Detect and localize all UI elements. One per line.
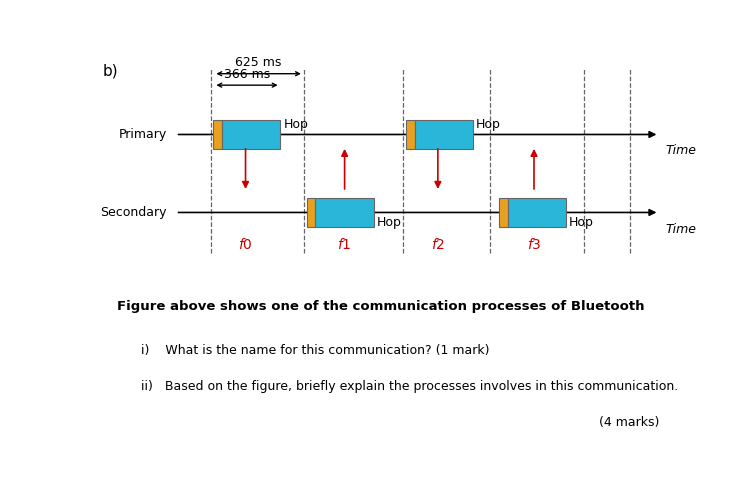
Bar <box>508 197 566 227</box>
Text: (4 marks): (4 marks) <box>599 416 660 429</box>
Text: 625 ms: 625 ms <box>235 56 282 69</box>
Bar <box>315 197 374 227</box>
Text: Time: Time <box>665 144 696 157</box>
Text: Hop: Hop <box>569 216 594 229</box>
Text: Time: Time <box>665 223 696 236</box>
Bar <box>406 120 414 149</box>
Text: Secondary: Secondary <box>100 206 167 219</box>
Text: $\it{f}$2: $\it{f}$2 <box>431 237 445 252</box>
Text: b): b) <box>103 63 118 78</box>
Text: $\it{f}$0: $\it{f}$0 <box>238 237 253 252</box>
Bar <box>307 197 315 227</box>
Bar <box>214 120 222 149</box>
Text: $\it{f}$3: $\it{f}$3 <box>526 237 541 252</box>
Text: 366 ms: 366 ms <box>224 68 270 81</box>
Text: ii)   Based on the figure, briefly explain the processes involves in this commun: ii) Based on the figure, briefly explain… <box>141 380 678 393</box>
Text: Primary: Primary <box>119 128 167 141</box>
Bar <box>222 120 280 149</box>
Bar <box>499 197 508 227</box>
Text: Hop: Hop <box>377 216 402 229</box>
Bar <box>414 120 473 149</box>
Text: $\it{f}$1: $\it{f}$1 <box>338 237 352 252</box>
Text: i)    What is the name for this communication? (1 mark): i) What is the name for this communicati… <box>141 344 489 357</box>
Text: Hop: Hop <box>284 118 308 131</box>
Text: Figure above shows one of the communication processes of Bluetooth: Figure above shows one of the communicat… <box>117 300 644 313</box>
Text: Hop: Hop <box>476 118 501 131</box>
